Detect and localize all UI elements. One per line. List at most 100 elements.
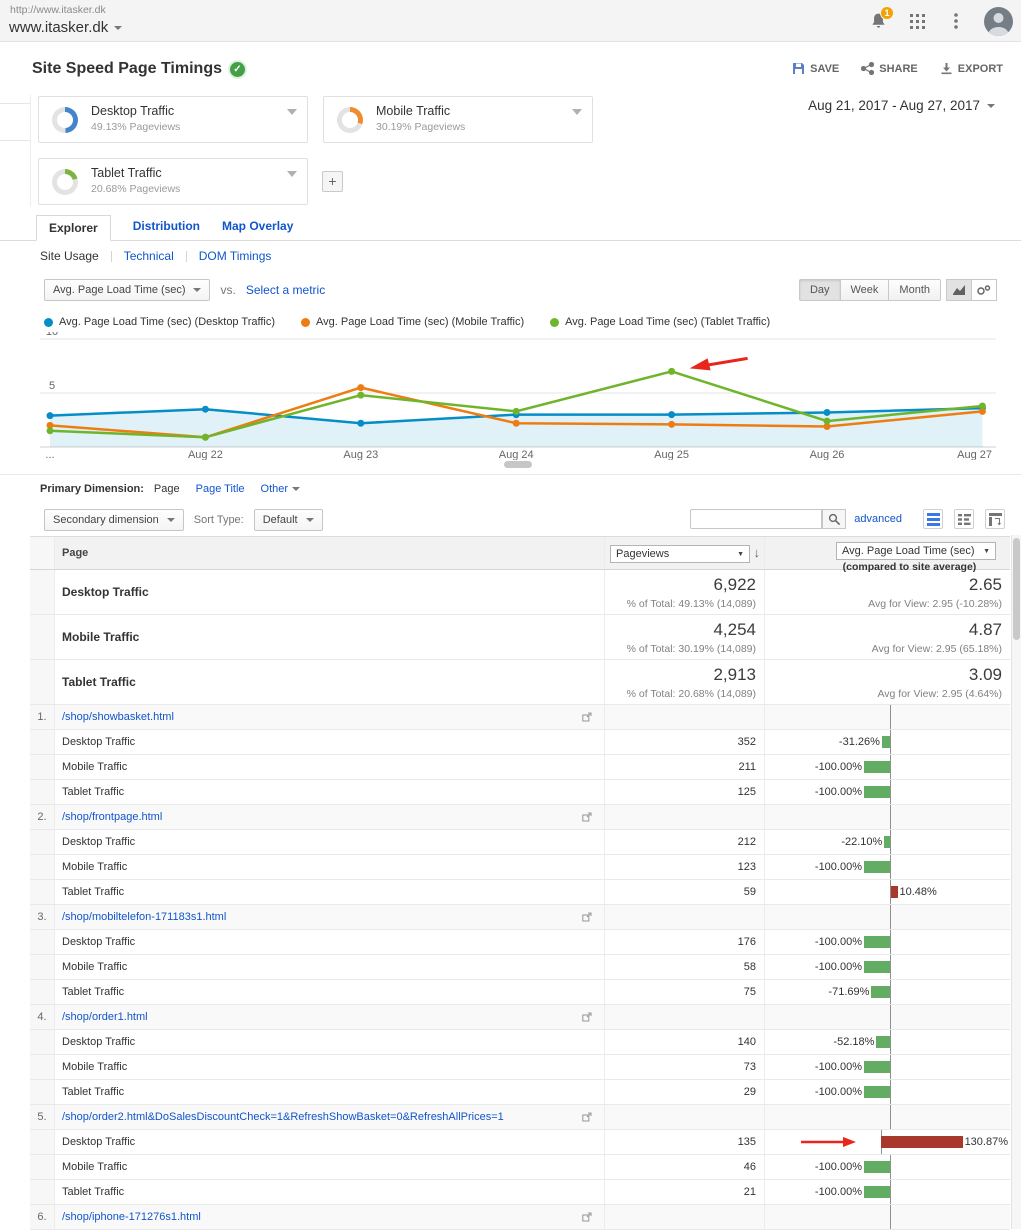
row-select-cell[interactable]	[30, 1180, 55, 1204]
row-select-cell[interactable]	[30, 880, 55, 904]
open-in-new-window-icon[interactable]	[582, 712, 592, 722]
row-select-cell[interactable]	[30, 830, 55, 854]
open-in-new-window-button[interactable]	[582, 912, 592, 922]
scrollbar-thumb[interactable]	[1013, 538, 1020, 640]
chevron-down-icon	[166, 518, 175, 522]
row-select-cell[interactable]	[30, 570, 55, 614]
row-select-cell[interactable]	[30, 855, 55, 879]
vertical-ellipsis-icon	[954, 13, 958, 29]
save-button[interactable]: SAVE	[792, 62, 839, 75]
open-in-new-window-button[interactable]	[582, 1212, 592, 1222]
page-link[interactable]: /shop/order2.html&DoSalesDiscountCheck=1…	[62, 1111, 504, 1123]
open-in-new-window-button[interactable]	[582, 1012, 592, 1022]
open-in-new-window-button[interactable]	[582, 1112, 592, 1122]
summary-pageviews-cell: 4,254 % of Total: 30.19% (14,089)	[605, 615, 765, 659]
table-search-input[interactable]	[690, 509, 823, 529]
metric-column-select[interactable]: Avg. Page Load Time (sec) ▼	[836, 542, 996, 560]
open-in-new-window-button[interactable]	[582, 712, 592, 722]
pivot-view-button[interactable]	[985, 509, 1005, 529]
segment-subtitle: 20.68% Pageviews	[91, 183, 181, 195]
dimension-other[interactable]: Other	[261, 483, 301, 495]
open-in-new-window-icon[interactable]	[582, 1212, 592, 1222]
legend-item[interactable]: Avg. Page Load Time (sec) (Mobile Traffi…	[301, 316, 524, 328]
tab-map-overlay[interactable]: Map Overlay	[222, 219, 294, 233]
row-select-cell[interactable]	[30, 1055, 55, 1079]
secondary-dimension-button[interactable]: Secondary dimension	[44, 509, 184, 531]
row-select-cell[interactable]	[30, 780, 55, 804]
subtab-technical[interactable]: Technical	[123, 249, 174, 263]
share-button[interactable]: SHARE	[861, 62, 918, 75]
divider	[0, 474, 1021, 475]
account-selector[interactable]: www.itasker.dk	[9, 19, 123, 36]
more-options-button[interactable]	[945, 10, 967, 32]
segment-card-1[interactable]: Desktop Traffic 49.13% Pageviews	[38, 96, 308, 143]
row-select-cell[interactable]	[30, 980, 55, 1004]
report-tabs: Explorer Distribution Map Overlay	[0, 214, 1021, 241]
summary-label-cell: Tablet Traffic	[55, 660, 605, 704]
sort-descending-icon[interactable]: ↓	[753, 545, 761, 560]
page-link[interactable]: /shop/mobiltelefon-171183s1.html	[62, 911, 227, 923]
row-select-cell[interactable]	[30, 1155, 55, 1179]
row-select-cell[interactable]	[30, 1130, 55, 1154]
advanced-filter-link[interactable]: advanced	[854, 513, 902, 525]
metric-select-button[interactable]: Avg. Page Load Time (sec)	[44, 279, 211, 301]
positive-delta-bar	[881, 1136, 963, 1148]
metric-select-label: Avg. Page Load Time (sec)	[53, 284, 186, 296]
segment-card-2[interactable]: Mobile Traffic 30.19% Pageviews	[323, 96, 593, 143]
open-in-new-window-icon[interactable]	[582, 812, 592, 822]
granularity-month-button[interactable]: Month	[888, 279, 941, 301]
page-link[interactable]: /shop/showbasket.html	[62, 711, 174, 723]
page-link[interactable]: /shop/frontpage.html	[62, 811, 163, 823]
dimension-page[interactable]: Page	[153, 483, 180, 495]
row-select-cell[interactable]	[30, 955, 55, 979]
row-select-cell[interactable]	[30, 930, 55, 954]
subtab-site-usage[interactable]: Site Usage	[40, 249, 99, 263]
comparison-axis	[890, 755, 891, 779]
segment-name: Desktop Traffic	[62, 1136, 136, 1148]
open-in-new-window-icon[interactable]	[582, 1112, 592, 1122]
page-link[interactable]: /shop/order1.html	[62, 1011, 148, 1023]
granularity-week-button[interactable]: Week	[839, 279, 890, 301]
dimension-page-title[interactable]: Page Title	[195, 483, 245, 495]
open-in-new-window-button[interactable]	[582, 812, 592, 822]
avatar[interactable]	[984, 6, 1013, 36]
granularity-day-button[interactable]: Day	[798, 279, 841, 301]
legend-item[interactable]: Avg. Page Load Time (sec) (Tablet Traffi…	[550, 316, 770, 328]
comparison-view-button[interactable]	[954, 509, 974, 529]
row-select-cell[interactable]	[30, 1080, 55, 1104]
comparison-axis	[890, 780, 891, 804]
svg-text:Aug 26: Aug 26	[810, 449, 845, 460]
legend-item[interactable]: Avg. Page Load Time (sec) (Desktop Traff…	[44, 316, 275, 328]
table-view-button[interactable]	[923, 509, 943, 529]
segment-label-cell: Tablet Traffic	[55, 880, 605, 904]
row-select-cell[interactable]	[30, 1030, 55, 1054]
row-select-cell[interactable]	[30, 660, 55, 704]
tab-distribution[interactable]: Distribution	[132, 219, 201, 233]
metric-delta-cell	[765, 805, 1010, 829]
sort-type-button[interactable]: Default	[253, 509, 323, 531]
motion-chart-view-button[interactable]	[971, 279, 997, 301]
notifications-button[interactable]: 1	[867, 6, 894, 32]
search-icon	[828, 513, 840, 525]
apps-grid-button[interactable]	[906, 10, 928, 32]
open-in-new-window-icon[interactable]	[582, 912, 592, 922]
tab-explorer[interactable]: Explorer	[36, 215, 111, 241]
search-button[interactable]	[822, 509, 847, 529]
segment-name: Tablet Traffic	[62, 886, 125, 898]
subtab-dom-timings[interactable]: DOM Timings	[198, 249, 272, 263]
pageviews-column-select[interactable]: Pageviews ▼	[610, 545, 750, 563]
row-select-cell[interactable]	[30, 755, 55, 779]
row-select-cell[interactable]	[30, 615, 55, 659]
segment-card-3[interactable]: Tablet Traffic 20.68% Pageviews	[38, 158, 308, 205]
pageviews-value: 135	[737, 1136, 756, 1148]
chart-scroll-handle[interactable]	[504, 461, 532, 468]
date-range-selector[interactable]: Aug 21, 2017 - Aug 27, 2017	[808, 98, 995, 113]
export-button[interactable]: EXPORT	[940, 62, 1003, 75]
select-a-metric-link[interactable]: Select a metric	[245, 283, 326, 297]
open-in-new-window-icon[interactable]	[582, 1012, 592, 1022]
line-chart-view-button[interactable]	[946, 279, 972, 301]
row-select-cell[interactable]	[30, 730, 55, 754]
topbar-icons: 1	[867, 0, 1013, 42]
add-segment-button[interactable]: +	[322, 171, 343, 192]
page-link[interactable]: /shop/iphone-171276s1.html	[62, 1211, 201, 1223]
